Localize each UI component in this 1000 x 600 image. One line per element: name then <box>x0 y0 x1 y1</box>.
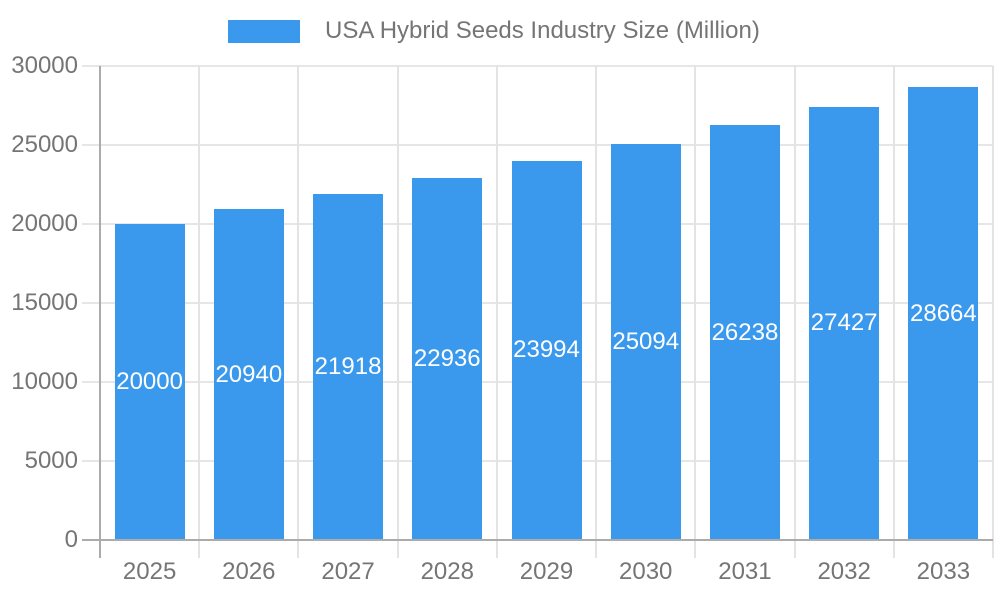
bar-value-label: 20940 <box>215 360 283 388</box>
legend: USA Hybrid Seeds Industry Size (Million) <box>228 17 760 45</box>
x-gridline <box>992 66 994 558</box>
bar-2030[interactable] <box>610 143 681 539</box>
bar-value-label: 27427 <box>810 309 878 337</box>
x-gridline <box>198 66 201 558</box>
bar-2033[interactable] <box>908 87 979 539</box>
x-tick-label: 2028 <box>420 558 474 585</box>
x-tick-label: 2029 <box>519 558 574 585</box>
y-tick-label: 5000 <box>24 447 78 474</box>
bar-value-label: 22936 <box>413 344 481 372</box>
bar-2031[interactable] <box>709 125 780 539</box>
bar-2032[interactable] <box>809 106 880 539</box>
x-tick-label: 2027 <box>321 558 375 585</box>
y-gridline <box>82 65 993 67</box>
bar-value-label: 26238 <box>711 318 779 346</box>
bar-value-label: 28664 <box>910 299 977 327</box>
y-gridline <box>82 144 993 146</box>
x-gridline <box>793 66 796 558</box>
y-tick-label: 25000 <box>11 131 78 158</box>
y-tick-label: 15000 <box>11 289 78 316</box>
legend-title: USA Hybrid Seeds Industry Size (Million) <box>325 17 760 44</box>
x-gridline <box>396 66 399 558</box>
y-tick-label: 10000 <box>11 368 78 395</box>
bar-2029[interactable] <box>511 160 582 539</box>
x-tick-label: 2033 <box>916 558 971 585</box>
legend-swatch <box>228 19 300 43</box>
y-tick-label: 30000 <box>11 52 78 79</box>
x-gridline <box>495 66 498 558</box>
x-tick-label: 2026 <box>222 558 276 585</box>
x-gridline <box>595 66 598 558</box>
y-tick-label: 0 <box>64 526 78 553</box>
x-gridline <box>297 66 300 558</box>
bar-value-label: 20000 <box>116 368 183 395</box>
bar-2027[interactable] <box>313 193 384 539</box>
y-tick-label: 20000 <box>11 210 78 237</box>
x-gridline <box>694 66 697 558</box>
x-tick-label: 2032 <box>817 558 871 585</box>
y-axis-line <box>99 66 101 558</box>
x-tick-label: 2030 <box>619 558 673 585</box>
bar-2025[interactable] <box>114 224 185 539</box>
bar-value-label: 21918 <box>314 352 382 380</box>
x-tick-label: 2031 <box>718 558 772 585</box>
x-axis-baseline <box>82 539 993 541</box>
bar-value-label: 25094 <box>612 327 680 355</box>
x-gridline <box>892 66 895 558</box>
bar-value-label: 23994 <box>513 336 580 364</box>
bar-2026[interactable] <box>213 209 284 539</box>
x-tick-label: 2025 <box>122 558 177 585</box>
bar-2028[interactable] <box>412 177 483 539</box>
